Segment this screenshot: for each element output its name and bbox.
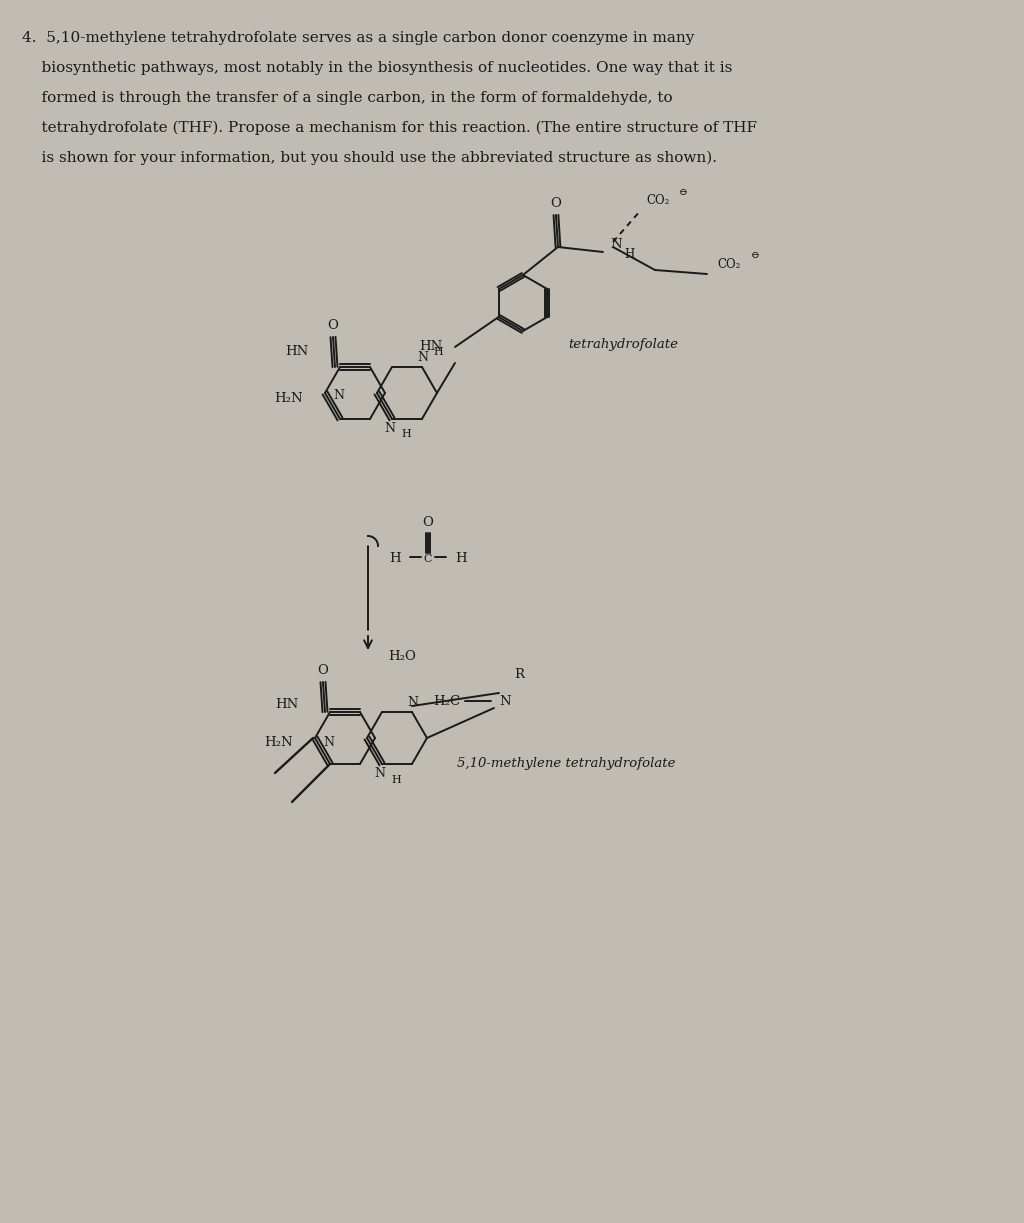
Text: H₂N: H₂N: [264, 736, 293, 750]
Text: CO₂: CO₂: [717, 258, 740, 270]
Text: is shown for your information, but you should use the abbreviated structure as s: is shown for your information, but you s…: [22, 150, 717, 165]
Text: H₂N: H₂N: [274, 391, 303, 405]
Text: O: O: [317, 664, 329, 676]
Text: H: H: [391, 775, 400, 785]
Text: H₂C: H₂C: [433, 695, 460, 707]
Text: H: H: [455, 553, 467, 565]
Text: H: H: [389, 553, 401, 565]
Text: R: R: [514, 669, 524, 681]
Text: N: N: [333, 389, 344, 402]
Text: H: H: [433, 347, 442, 357]
Text: N: N: [418, 351, 428, 363]
Text: N: N: [499, 695, 511, 707]
Text: ⊖: ⊖: [751, 252, 760, 260]
Text: N: N: [610, 237, 622, 251]
Text: H: H: [401, 429, 411, 439]
Text: ⊖: ⊖: [679, 187, 688, 197]
Text: HN: HN: [274, 697, 298, 711]
Text: N: N: [408, 696, 419, 708]
Text: tetrahydrofolate: tetrahydrofolate: [568, 339, 678, 351]
Text: O: O: [423, 516, 433, 530]
Text: C: C: [424, 554, 432, 564]
Text: N: N: [384, 422, 395, 435]
Text: H: H: [624, 248, 634, 262]
Text: N: N: [323, 735, 334, 748]
Text: HN: HN: [285, 345, 308, 357]
Text: O: O: [328, 318, 339, 331]
Text: CO₂: CO₂: [646, 193, 670, 207]
Text: O: O: [551, 197, 561, 209]
Text: biosynthetic pathways, most notably in the biosynthesis of nucleotides. One way : biosynthetic pathways, most notably in t…: [22, 61, 732, 75]
Text: 4.  5,10-methylene tetrahydrofolate serves as a single carbon donor coenzyme in : 4. 5,10-methylene tetrahydrofolate serve…: [22, 31, 694, 45]
Text: H₂O: H₂O: [388, 651, 416, 664]
Text: N: N: [375, 768, 385, 780]
Text: 5,10-methylene tetrahydrofolate: 5,10-methylene tetrahydrofolate: [457, 757, 676, 769]
Text: tetrahydrofolate (THF). Propose a mechanism for this reaction. (The entire struc: tetrahydrofolate (THF). Propose a mechan…: [22, 121, 757, 136]
Text: formed is through the transfer of a single carbon, in the form of formaldehyde, : formed is through the transfer of a sing…: [22, 91, 673, 105]
Text: HN: HN: [420, 340, 443, 353]
